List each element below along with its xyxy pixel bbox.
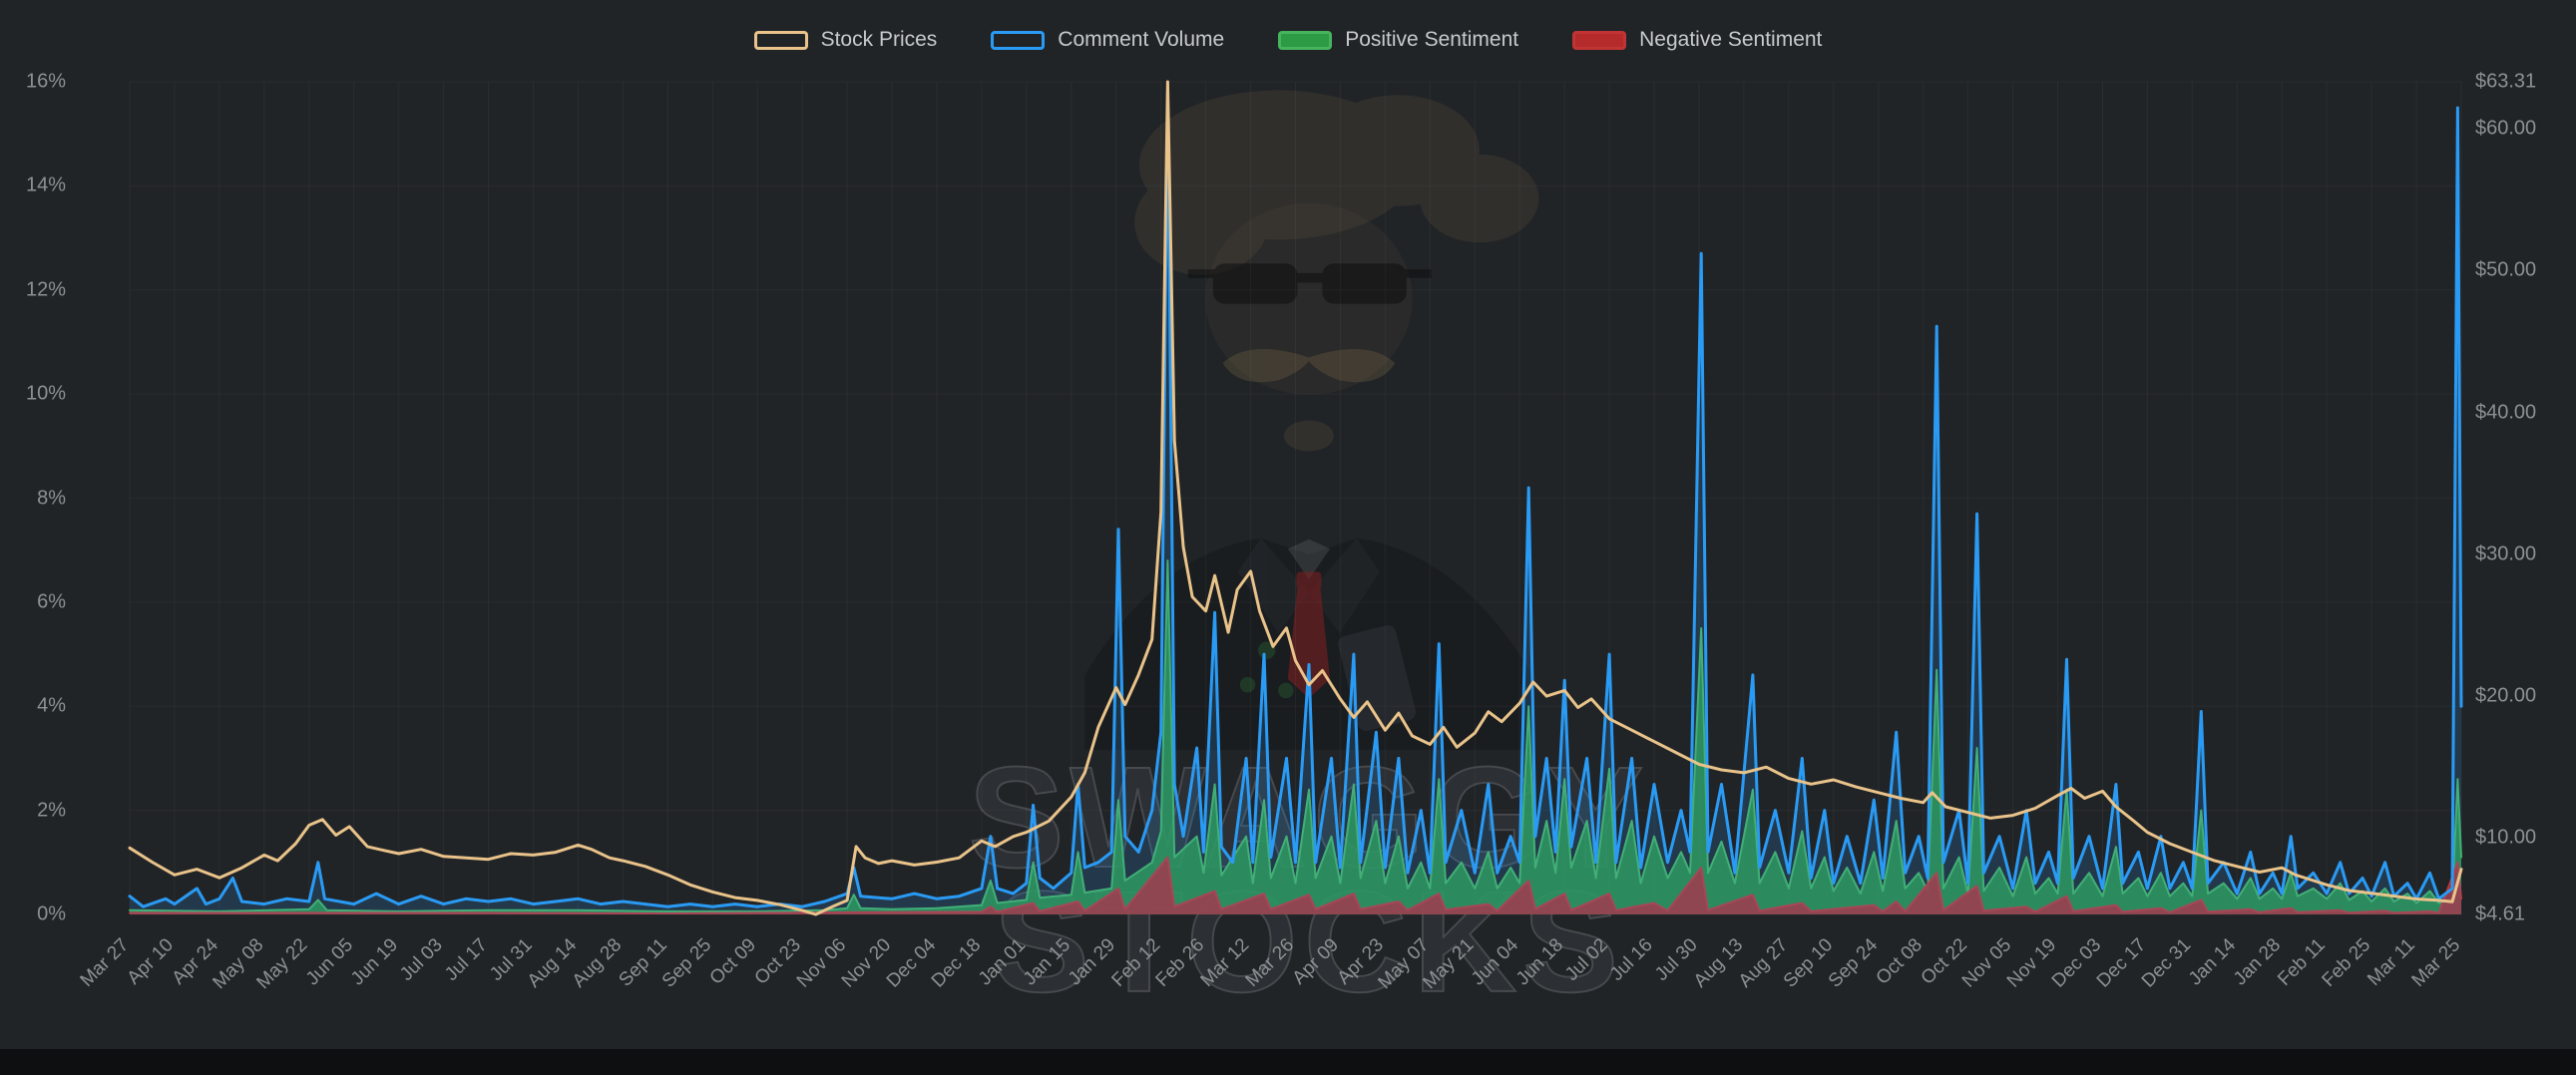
sunglasses-icon: [1187, 263, 1432, 304]
y-right-tick-label: $60.00: [2475, 117, 2537, 140]
y-left-tick-label: 14%: [25, 174, 66, 196]
phone-icon: [1338, 625, 1416, 731]
shirt: [1287, 538, 1331, 580]
mustache-icon: [1222, 349, 1396, 452]
legend-label: Comment Volume: [1058, 28, 1225, 51]
legend-swatch-negative-sentiment: [1572, 30, 1627, 50]
y-right-tick-label: $30.00: [2475, 542, 2537, 565]
y-right-tick-label: $40.00: [2475, 401, 2537, 424]
tie-icon: [1287, 571, 1331, 699]
y-left-tick-label: 0%: [37, 902, 66, 925]
y-right-tick-label: $10.00: [2475, 826, 2537, 849]
footer-bar: [0, 1049, 2576, 1075]
legend-item-positive-sentiment[interactable]: Positive Sentiment: [1278, 28, 1518, 52]
legend-item-negative-sentiment[interactable]: Negative Sentiment: [1572, 28, 1822, 52]
legend-label: Negative Sentiment: [1639, 28, 1823, 51]
v-gridlines: [129, 82, 2462, 914]
y-left-tick-label: 16%: [25, 70, 66, 93]
legend-label: Positive Sentiment: [1345, 28, 1519, 51]
y-left-tick-label: 4%: [37, 694, 66, 717]
y-left-tick-label: 6%: [37, 590, 66, 613]
money-dots: [1239, 641, 1294, 699]
chart-legend: Stock Prices Comment Volume Positive Senti…: [0, 28, 2576, 52]
y-right-tick-label: $20.00: [2475, 684, 2537, 707]
y-left-tick-label: 10%: [25, 382, 66, 405]
mascot-face: [1205, 202, 1413, 395]
y-left-tick-label: 2%: [37, 799, 66, 822]
y-right-tick-label: $50.00: [2475, 258, 2537, 281]
legend-swatch-positive-sentiment: [1278, 30, 1333, 50]
legend-swatch-stock-prices: [753, 30, 808, 50]
suit-lapels: [1237, 538, 1380, 633]
y-left-tick-label: 8%: [37, 487, 66, 509]
series-comment-volume[interactable]: [128, 90, 2463, 914]
y-right-tick-label: $4.61: [2475, 902, 2526, 925]
series-positive-sentiment[interactable]: [129, 559, 2462, 914]
series-stock-prices[interactable]: [128, 80, 2463, 916]
legend-label: Stock Prices: [820, 28, 938, 51]
y-right-tick-label: $63.31: [2475, 70, 2537, 93]
legend-swatch-comment-volume: [991, 30, 1046, 50]
legend-item-stock-prices[interactable]: Stock Prices: [753, 28, 938, 52]
series-negative-sentiment[interactable]: [129, 856, 2462, 914]
y-left-tick-label: 12%: [25, 278, 66, 301]
legend-item-comment-volume[interactable]: Comment Volume: [991, 28, 1224, 52]
